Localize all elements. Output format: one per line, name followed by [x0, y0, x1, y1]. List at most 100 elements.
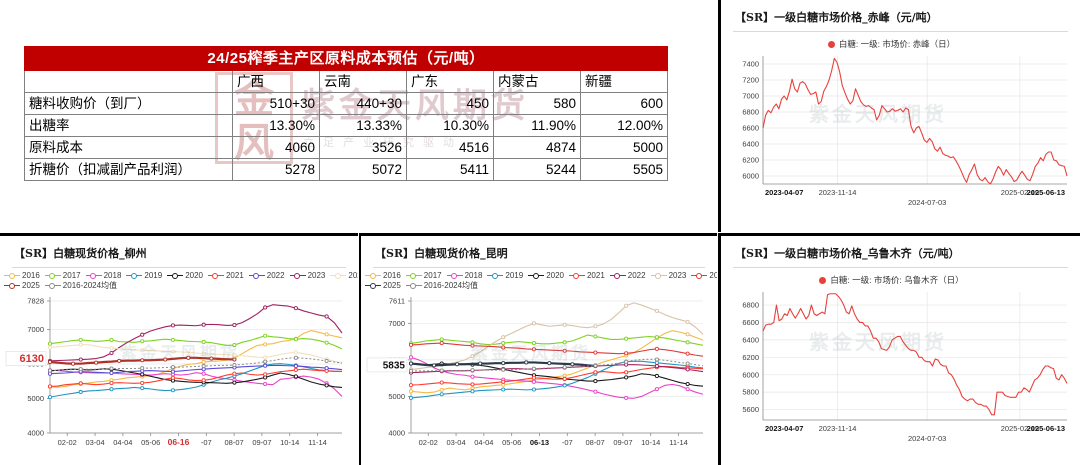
urumqi-svg: 5600 5800 6000 6200 6400 6600 6800 2023-04-07 20… — [742, 292, 1068, 443]
cost-table: 24/25榨季主产区原料成本预估（元/吨） 广西 云南 广东 内蒙古 新疆 糖料… — [24, 46, 668, 181]
legend-marker-icon — [44, 271, 61, 280]
svg-text:02-02: 02-02 — [58, 438, 77, 447]
legend-marker-icon — [85, 271, 102, 280]
svg-text:5000: 5000 — [27, 394, 44, 403]
chifeng-svg: 6000 6200 6400 6600 6800 7000 7200 7400 2023-04-… — [742, 56, 1068, 207]
legend-item-2017[interactable]: 2017 — [405, 271, 442, 280]
legend-label: 2023 — [668, 271, 687, 280]
svg-text:5835: 5835 — [383, 360, 406, 371]
urumqi-chart-panel: 【SR】一级白糖市场价格_乌鲁木齐（元/吨） 白糖: 一级: 市场价: 乌鲁木齐… — [718, 233, 1080, 465]
cell-r2c3: 4874 — [493, 136, 581, 159]
legend-item-2017[interactable]: 2017 — [44, 271, 81, 280]
svg-text:09-07: 09-07 — [613, 438, 632, 447]
legend-item-2020[interactable]: 2020 — [167, 271, 203, 280]
liuzhou-legend: 2016 2017 2018 2019 2020 2021 2022 2023 2024 2025… — [0, 268, 358, 291]
cell-r3c3: 5244 — [493, 158, 581, 181]
legend-item-2024[interactable]: 2024 — [691, 271, 717, 280]
legend-marker-icon — [405, 281, 422, 290]
cell-r0c1: 440+30 — [319, 92, 407, 115]
cost-table-wrapper: 24/25榨季主产区原料成本预估（元/吨） 广西 云南 广东 内蒙古 新疆 糖料… — [24, 46, 668, 181]
legend-marker-icon — [126, 271, 143, 280]
legend-item-2019[interactable]: 2019 — [487, 271, 523, 280]
svg-text:03-04: 03-04 — [85, 438, 104, 447]
svg-text:5800: 5800 — [742, 388, 759, 397]
table-title-row: 24/25榨季主产区原料成本预估（元/吨） — [24, 46, 668, 71]
cell-r1c4: 12.00% — [580, 114, 668, 137]
legend-item-2023[interactable]: 2023 — [289, 271, 325, 280]
row-label-purchase-price: 糖料收购价（到厂） — [24, 92, 233, 115]
svg-text:-07: -07 — [562, 438, 573, 447]
legend-item-2016-2024均值[interactable]: 2016-2024均值 — [44, 280, 118, 291]
legend-marker-icon — [4, 271, 20, 280]
legend-marker-icon — [4, 281, 20, 290]
legend-item-2024[interactable]: 2024 — [330, 271, 358, 280]
cell-r3c1: 5072 — [319, 158, 407, 181]
legend-item-2021[interactable]: 2021 — [207, 271, 244, 280]
svg-text:2023-04-07: 2023-04-07 — [765, 424, 803, 433]
table-title: 24/25榨季主产区原料成本预估（元/吨） — [24, 46, 668, 71]
legend-item-2022[interactable]: 2022 — [609, 271, 646, 280]
legend-label: 2025 — [383, 281, 401, 290]
header-corner-cell — [24, 70, 233, 93]
svg-text:05-06: 05-06 — [502, 438, 521, 447]
legend-item-2016-2024均值[interactable]: 2016-2024均值 — [405, 280, 478, 291]
legend-item-2022[interactable]: 2022 — [248, 271, 285, 280]
svg-text:6400: 6400 — [742, 140, 759, 149]
cell-r3c2: 5411 — [406, 158, 494, 181]
legend-item-2025[interactable]: 2025 — [365, 281, 401, 290]
legend-label: 2018 — [464, 271, 483, 280]
legend-item-2018[interactable]: 2018 — [446, 271, 483, 280]
legend-item-2016[interactable]: 2016 — [365, 271, 401, 280]
svg-text:2024-07-03: 2024-07-03 — [908, 434, 946, 443]
svg-text:5600: 5600 — [742, 405, 759, 414]
legend-item-2020[interactable]: 2020 — [528, 271, 564, 280]
cell-r1c2: 10.30% — [406, 114, 494, 137]
legend-marker-icon — [609, 271, 626, 280]
series-color-dot-icon — [827, 40, 835, 48]
legend-marker-icon — [487, 271, 504, 280]
legend-marker-icon — [365, 271, 381, 280]
liuzhou-plot: 紫金天风期货 40005000600070007828613002-0203-0… — [0, 291, 358, 461]
legend-item-2023[interactable]: 2023 — [650, 271, 687, 280]
table-row: 折糖价（扣减副产品利润） 5278 5072 5411 5244 5505 — [24, 158, 668, 181]
legend-label: 2016-2024均值 — [62, 281, 118, 290]
svg-text:2025-02-19: 2025-02-19 — [1001, 424, 1039, 433]
legend-label: 2022 — [627, 271, 646, 280]
legend-item-2019[interactable]: 2019 — [126, 271, 162, 280]
svg-text:-07: -07 — [201, 438, 212, 447]
legend-label: 2025 — [22, 281, 40, 290]
row-label-raw-cost: 原料成本 — [24, 136, 233, 159]
table-row: 原料成本 4060 3526 4516 4874 5000 — [24, 136, 668, 159]
cell-r0c2: 450 — [406, 92, 494, 115]
svg-text:7000: 7000 — [388, 319, 405, 328]
svg-text:6000: 6000 — [742, 370, 759, 379]
legend-label: 2019 — [144, 271, 163, 280]
legend-marker-icon — [365, 281, 381, 290]
divider — [12, 267, 346, 268]
svg-text:4000: 4000 — [388, 429, 405, 438]
legend-marker-icon — [446, 271, 463, 280]
legend-label: 2017 — [423, 271, 442, 280]
table-row: 糖料收购价（到厂） 510+30 440+30 450 580 600 — [24, 92, 668, 115]
liuzhou-svg: 40005000600070007828613002-0203-0404-040… — [5, 297, 343, 447]
urumqi-chart-title: 【SR】一级白糖市场价格_乌鲁木齐（元/吨） — [735, 247, 960, 260]
svg-text:11-14: 11-14 — [308, 438, 327, 447]
legend-item-2016[interactable]: 2016 — [4, 271, 40, 280]
svg-text:10-14: 10-14 — [280, 438, 299, 447]
svg-text:6600: 6600 — [742, 318, 759, 327]
legend-item-2025[interactable]: 2025 — [4, 281, 40, 290]
svg-text:7000: 7000 — [742, 92, 759, 101]
svg-text:7611: 7611 — [389, 297, 405, 306]
kunming-legend: 2016201720182019202020212022202320242025… — [361, 268, 717, 291]
header-col-neimenggu: 内蒙古 — [493, 70, 581, 93]
svg-text:5000: 5000 — [388, 392, 405, 401]
svg-text:2025-06-13: 2025-06-13 — [1027, 424, 1065, 433]
legend-label: 2021 — [225, 271, 244, 280]
legend-row: 2025 2016-2024均值 — [365, 280, 717, 291]
legend-item-2021[interactable]: 2021 — [568, 271, 605, 280]
row-label-sugar-yield: 出糖率 — [24, 114, 233, 137]
table-row: 出糖率 13.30% 13.33% 10.30% 11.90% 12.00% — [24, 114, 668, 137]
legend-item-2018[interactable]: 2018 — [85, 271, 121, 280]
legend-marker-icon — [568, 271, 585, 280]
